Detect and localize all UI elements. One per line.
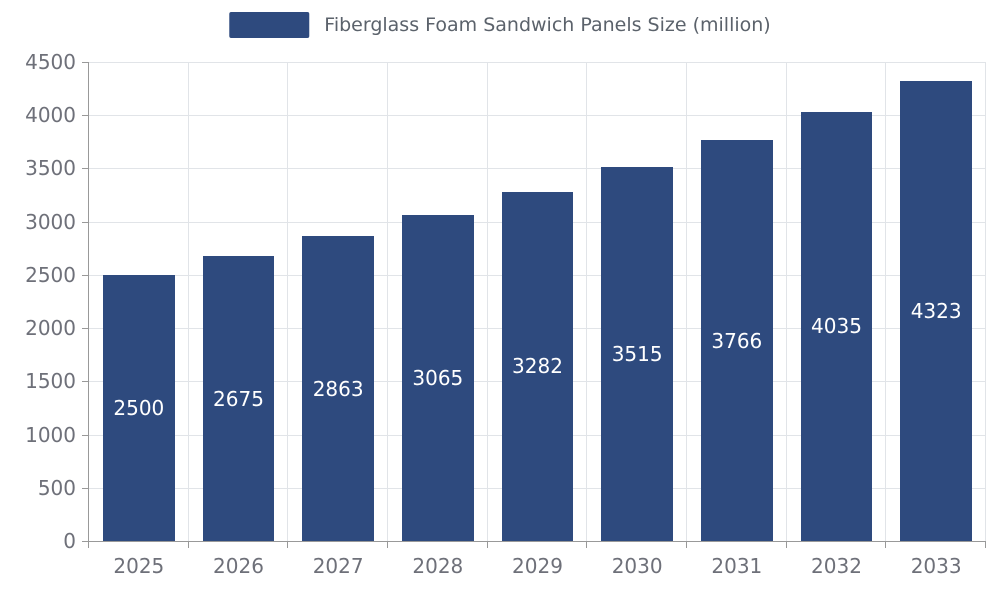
y-axis-label: 1500 [25, 369, 76, 394]
x-axis-tick [486, 542, 488, 548]
x-axis-tick [88, 542, 89, 548]
gridline-vertical [386, 62, 388, 541]
bar-2029[interactable]: 3282 [501, 191, 574, 541]
bar-value-label: 2863 [312, 376, 364, 401]
bar-2032[interactable]: 4035 [800, 111, 873, 541]
gridline-horizontal [89, 62, 986, 63]
bar-2033[interactable]: 4323 [900, 80, 973, 541]
y-axis-label: 3500 [25, 156, 76, 181]
y-axis-tick [82, 168, 88, 170]
y-axis-tick [82, 381, 88, 383]
x-axis-tick [386, 542, 388, 548]
bar-2026[interactable]: 2675 [202, 256, 275, 541]
bar-value-label: 2675 [213, 386, 264, 411]
x-axis-tick [885, 542, 887, 548]
legend-swatch [229, 12, 310, 38]
y-axis-tick [82, 541, 88, 542]
bar-value-label: 4323 [910, 298, 962, 323]
gridline-horizontal [89, 168, 986, 170]
x-axis-label: 2025 [113, 554, 165, 578]
x-axis-tick [287, 542, 289, 548]
y-axis-label: 4000 [25, 103, 76, 128]
bar-value-label: 3515 [611, 341, 663, 366]
x-axis-label: 2031 [711, 554, 763, 578]
bar-2027[interactable]: 2863 [302, 236, 375, 541]
x-axis-tick [685, 542, 687, 548]
y-axis-tick [82, 328, 88, 330]
bar-value-label: 3766 [711, 328, 763, 353]
y-axis-label: 500 [37, 475, 76, 500]
gridline-vertical [586, 62, 588, 541]
y-axis-tick [82, 115, 88, 117]
y-axis-label: 4500 [25, 50, 76, 74]
gridline-vertical [685, 62, 687, 541]
bar-value-label: 4035 [811, 314, 862, 339]
gridline-vertical [885, 62, 887, 541]
y-axis-label: 3000 [25, 209, 76, 234]
bar-2031[interactable]: 3766 [700, 140, 773, 541]
x-axis-label: 2033 [910, 554, 962, 578]
bar-2030[interactable]: 3515 [601, 166, 674, 541]
y-axis-label: 2500 [25, 262, 76, 287]
x-axis-label: 2028 [412, 554, 464, 578]
y-axis-tick [82, 274, 88, 276]
gridline-vertical [287, 62, 289, 541]
y-axis-label: 2000 [25, 316, 76, 341]
x-axis-label: 2027 [312, 554, 364, 578]
gridline-vertical [187, 62, 189, 541]
x-axis-tick [187, 542, 189, 548]
x-axis-label: 2030 [611, 554, 663, 578]
legend-title: Fiberglass Foam Sandwich Panels Size (mi… [324, 14, 771, 36]
y-axis-tick [82, 434, 88, 436]
x-axis-tick [985, 542, 986, 548]
bar-value-label: 3065 [412, 365, 464, 390]
bar-value-label: 2500 [113, 395, 165, 420]
y-axis-tick [82, 221, 88, 223]
gridline-horizontal [89, 115, 986, 117]
y-axis-label: 0 [63, 529, 76, 553]
plot-area: 0 500 1000 1500 2000 2500 3000 3500 4000 4500 2500… [25, 50, 986, 578]
y-axis-label: 1000 [25, 422, 76, 447]
x-axis-tick [785, 542, 787, 548]
y-axis-tick [82, 487, 88, 489]
x-axis-label: 2032 [811, 554, 862, 578]
x-axis-label: 2029 [512, 554, 563, 578]
y-axis-tick [82, 62, 88, 63]
bar-2025[interactable]: 2500 [102, 274, 175, 541]
bar-2028[interactable]: 3065 [401, 214, 474, 541]
gridline-vertical [785, 62, 787, 541]
legend[interactable]: Fiberglass Foam Sandwich Panels Size (mi… [229, 12, 771, 38]
gridline-vertical [486, 62, 488, 541]
bar-value-label: 3282 [512, 354, 563, 379]
x-axis-tick [586, 542, 588, 548]
x-axis-label: 2026 [213, 554, 264, 578]
gridline-vertical [985, 62, 986, 541]
